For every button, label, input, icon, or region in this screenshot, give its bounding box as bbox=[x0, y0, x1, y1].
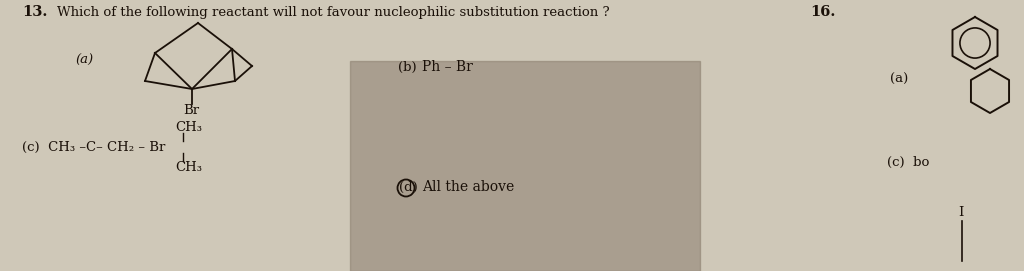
Text: (c)  bo: (c) bo bbox=[887, 156, 930, 169]
Text: I: I bbox=[958, 206, 964, 219]
Text: Ph – Br: Ph – Br bbox=[422, 60, 473, 74]
Text: All the above: All the above bbox=[422, 180, 514, 194]
Text: Br: Br bbox=[183, 104, 199, 117]
Polygon shape bbox=[350, 61, 700, 271]
Text: (a): (a) bbox=[890, 73, 908, 86]
Text: CH₃: CH₃ bbox=[175, 161, 202, 174]
Text: 13.: 13. bbox=[22, 5, 47, 19]
Text: (b): (b) bbox=[398, 61, 417, 74]
Text: Which of the following reactant will not favour nucleophilic substitution reacti: Which of the following reactant will not… bbox=[57, 6, 609, 19]
Text: CH₃: CH₃ bbox=[175, 121, 202, 134]
Text: (a): (a) bbox=[75, 54, 93, 67]
Text: (c)  CH₃ –C– CH₂ – Br: (c) CH₃ –C– CH₂ – Br bbox=[22, 141, 165, 154]
Text: (d): (d) bbox=[399, 181, 418, 194]
Text: 16.: 16. bbox=[810, 5, 836, 19]
